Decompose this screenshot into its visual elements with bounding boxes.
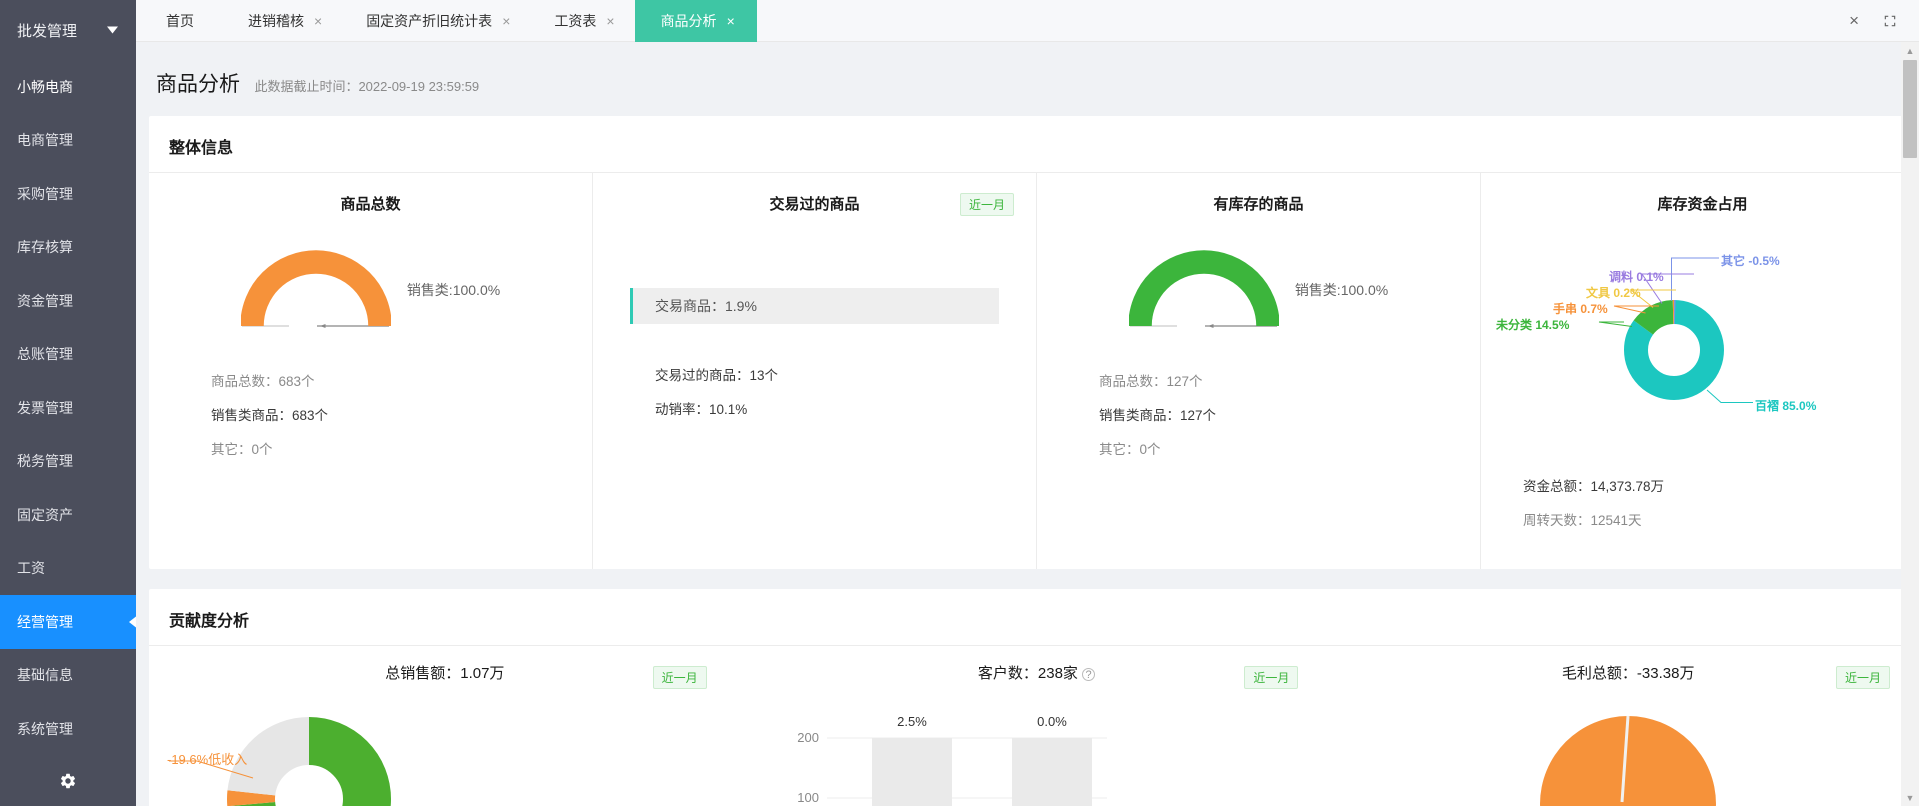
svg-text:100: 100	[797, 790, 819, 805]
svg-text:2.5%: 2.5%	[897, 714, 927, 729]
svg-text:200: 200	[797, 730, 819, 745]
svg-text:0.0%: 0.0%	[1037, 714, 1067, 729]
